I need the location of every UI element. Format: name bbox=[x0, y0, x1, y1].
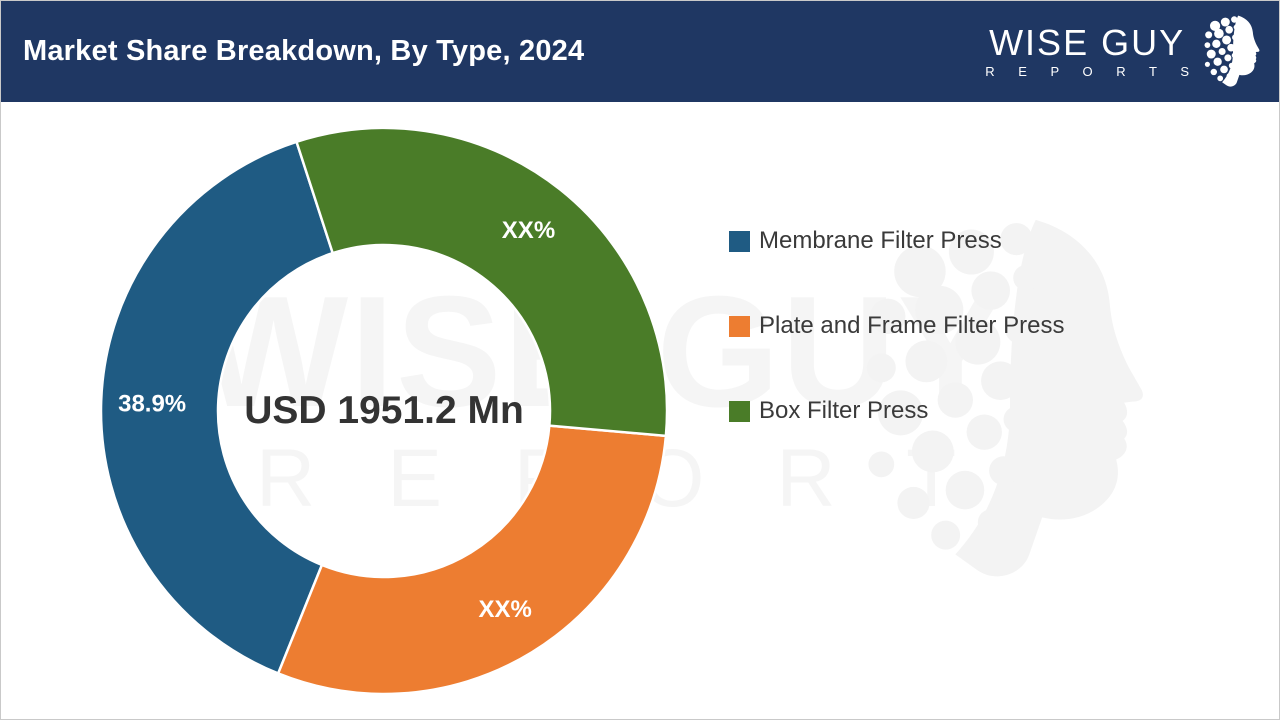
slice-value-label-1: 38.9% bbox=[118, 390, 186, 417]
logo-wordmark: WISE GUY bbox=[989, 22, 1186, 64]
wiseguy-head-icon bbox=[1204, 15, 1260, 87]
legend-item-2: Plate and Frame Filter Press bbox=[729, 312, 1064, 340]
donut-center-total: USD 1951.2 Mn bbox=[244, 389, 524, 432]
slice-value-label-3: XX% bbox=[502, 217, 555, 244]
donut-slice-3 bbox=[295, 126, 669, 438]
header-bar: Market Share Breakdown, By Type, 2024 WI… bbox=[1, 1, 1279, 102]
legend-swatch-icon bbox=[729, 400, 750, 422]
legend-item-3: Box Filter Press bbox=[729, 397, 1064, 425]
wiseguy-logo: WISE GUY R E P O R T S bbox=[975, 13, 1265, 90]
donut-slice-2 bbox=[276, 424, 668, 696]
slice-value-label-2: XX% bbox=[479, 596, 532, 623]
legend-swatch-icon bbox=[729, 230, 750, 252]
legend-swatch-icon bbox=[729, 315, 750, 337]
legend-label: Box Filter Press bbox=[759, 397, 929, 424]
donut-chart: 38.9% XX% XX% bbox=[99, 126, 669, 696]
wiseguy-logo-text: WISE GUY R E P O R T S bbox=[975, 24, 1199, 79]
chart-legend: Membrane Filter Press Plate and Frame Fil… bbox=[729, 227, 1064, 425]
chart-area: WISE GUY REPORTS 38.9% XX% XX% USD 1951.2 … bbox=[1, 102, 1279, 719]
logo-subtitle: R E P O R T S bbox=[985, 63, 1199, 79]
donut-slice-1 bbox=[99, 140, 334, 675]
legend-label: Membrane Filter Press bbox=[759, 227, 1002, 254]
legend-item-1: Membrane Filter Press bbox=[729, 227, 1064, 255]
legend-label: Plate and Frame Filter Press bbox=[759, 312, 1065, 339]
page-title: Market Share Breakdown, By Type, 2024 bbox=[23, 35, 585, 67]
